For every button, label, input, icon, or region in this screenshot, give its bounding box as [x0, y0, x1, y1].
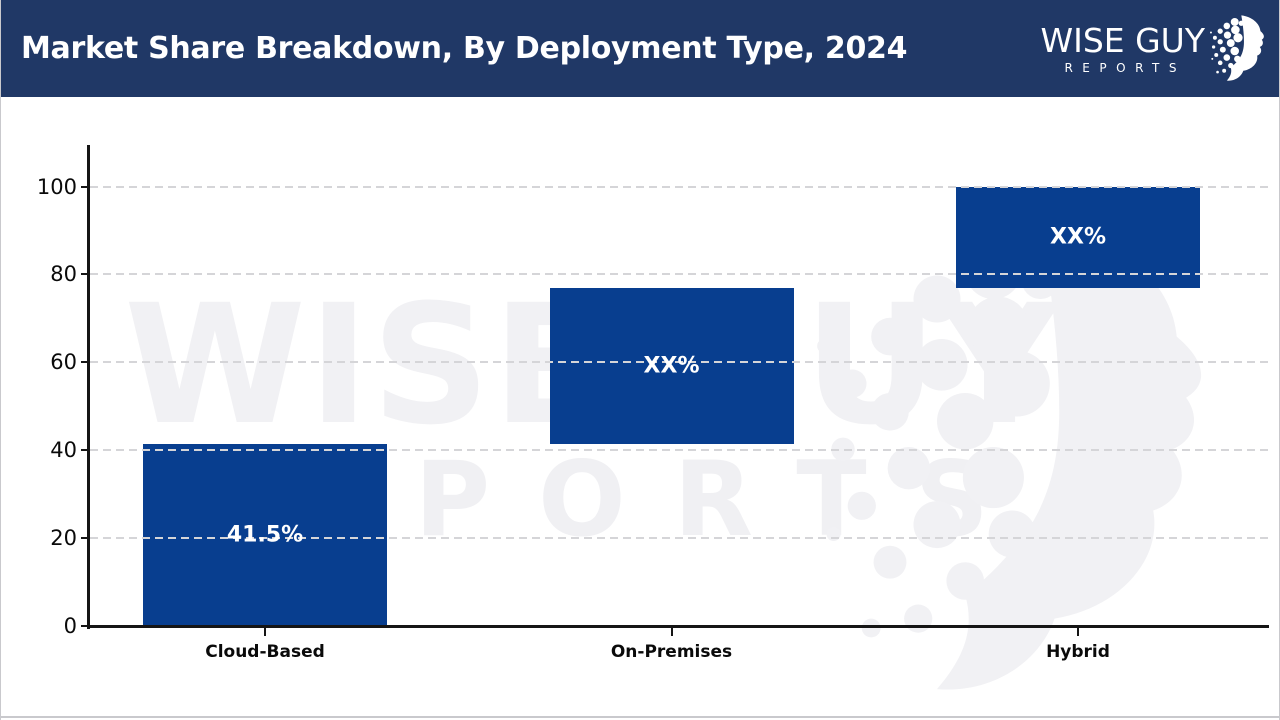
y-tick-label: 80	[50, 262, 77, 287]
y-axis-tick	[81, 273, 89, 276]
bar-value-label: XX%	[1050, 224, 1106, 250]
y-axis-tick	[81, 185, 89, 188]
x-axis-tick	[1077, 628, 1079, 636]
dotted-face-profile-icon	[1209, 15, 1264, 81]
x-axis-spine	[87, 625, 1269, 628]
logo-text: WISE GUY REPORTS	[1040, 24, 1205, 75]
bar-hybrid	[956, 186, 1200, 288]
gridline-y80	[90, 273, 1269, 276]
bar-value-label: XX%	[643, 353, 700, 379]
bar-value-label: 41.5%	[226, 522, 304, 548]
header-bar: Market Share Breakdown, By Deployment Ty…	[1, 0, 1279, 97]
wiseguy-logo: WISE GUY REPORTS	[1028, 6, 1273, 92]
y-tick-label: 20	[50, 526, 77, 551]
logo-wordmark: WISE GUY	[1040, 20, 1205, 60]
x-tick-label: Hybrid	[1046, 642, 1110, 662]
y-tick-label: 60	[50, 350, 77, 375]
y-tick-label: 0	[63, 614, 77, 638]
x-tick-label: On-Premises	[610, 642, 733, 662]
y-tick-label: 40	[50, 438, 77, 463]
y-axis-tick	[81, 537, 89, 540]
bar-cloud-based	[143, 443, 387, 626]
bottom-border-rule	[1, 716, 1279, 718]
gridline-y40	[90, 449, 1269, 452]
y-axis-tick	[81, 449, 89, 452]
x-tick-label: Cloud-Based	[205, 642, 325, 662]
gridline-y20	[90, 537, 1269, 540]
y-axis-tick	[81, 625, 89, 627]
y-tick-label: 100	[36, 174, 77, 199]
x-axis-tick	[670, 628, 673, 636]
page-title: Market Share Breakdown, By Deployment Ty…	[21, 31, 908, 66]
logo-subtext: REPORTS	[1064, 60, 1186, 75]
y-axis-tick	[81, 361, 89, 364]
x-axis-tick	[264, 628, 266, 636]
gridline-y60	[90, 361, 1269, 364]
chart-area: WISE GUY REPORTS 0 20 40 60 80 100 41.5% Cloud-…	[1, 97, 1279, 720]
gridline-y100	[90, 185, 1269, 188]
bar-on-premises	[549, 287, 794, 444]
y-axis-spine	[87, 144, 90, 629]
